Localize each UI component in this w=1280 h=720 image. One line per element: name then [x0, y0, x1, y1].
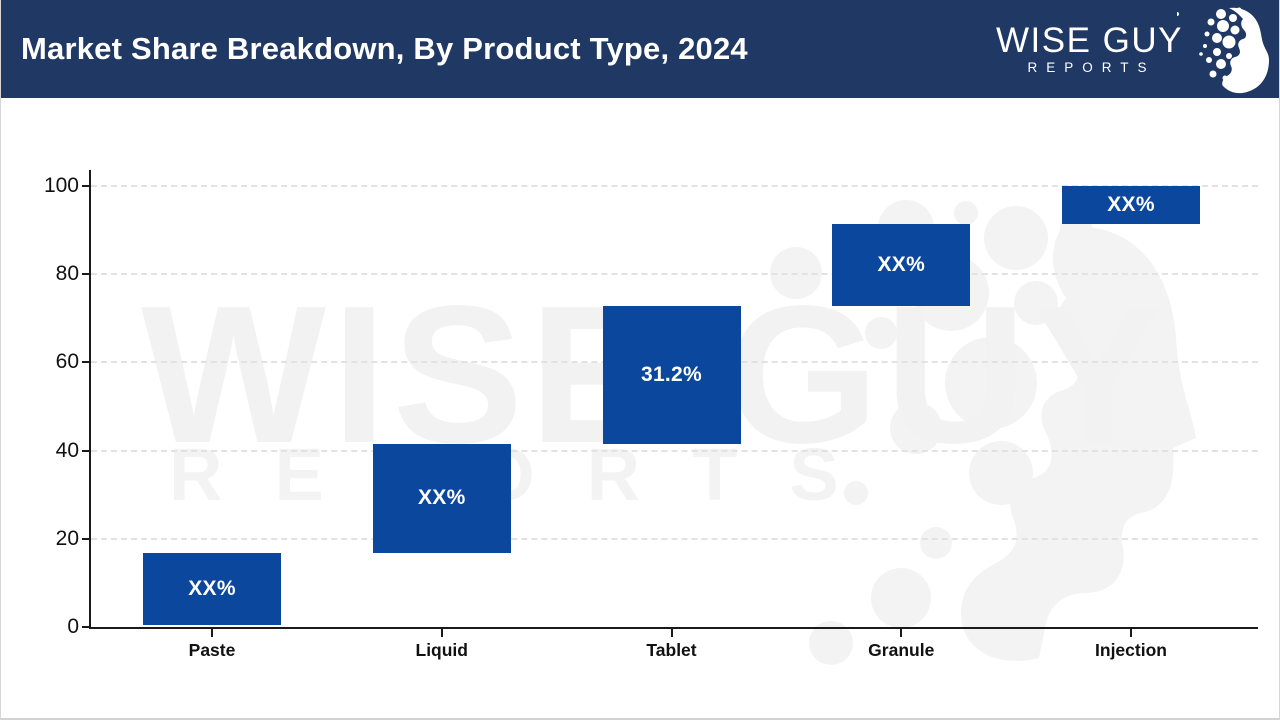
x-tick-liquid	[440, 629, 443, 637]
y-tick-40	[82, 449, 90, 452]
y-tick-60	[82, 361, 90, 364]
gridline-40	[91, 449, 1258, 452]
bar-value-label-granule: XX%	[877, 252, 926, 276]
x-tick-label-granule: Granule	[868, 640, 935, 660]
page-title: Market Share Breakdown, By Product Type,…	[21, 31, 748, 66]
bar-value-label-injection: XX%	[1107, 192, 1155, 216]
logo-wordmark: WISE GUY	[995, 21, 1183, 60]
bar-paste: XX%	[143, 553, 281, 625]
y-tick-label-60: 60	[55, 350, 79, 374]
bar-granule: XX%	[832, 223, 971, 306]
bar-value-label-tablet: 31.2%	[640, 362, 703, 386]
brand-logo: WISE GUY REPORTS	[996, 2, 1273, 96]
bar-value-label-liquid: XX%	[417, 486, 466, 510]
y-tick-0	[82, 626, 90, 628]
y-tick-label-40: 40	[55, 438, 79, 462]
logo-subtitle: REPORTS	[1027, 60, 1156, 75]
x-tick-label-tablet: Tablet	[646, 640, 697, 660]
y-tick-label-0: 0	[67, 615, 79, 638]
y-axis-line	[89, 170, 91, 629]
y-tick-label-20: 20	[55, 526, 79, 550]
wiseguy-head-icon	[1177, 7, 1269, 94]
y-tick-20	[82, 537, 90, 540]
gridline-20	[91, 537, 1258, 540]
x-tick-injection	[1130, 629, 1132, 637]
x-tick-tablet	[670, 629, 673, 637]
bar-value-label-paste: XX%	[188, 577, 236, 601]
y-tick-label-80: 80	[55, 262, 79, 286]
x-tick-paste	[211, 629, 213, 637]
x-tick-granule	[900, 629, 903, 637]
bar-injection: XX%	[1062, 186, 1200, 224]
bar-liquid: XX%	[372, 443, 511, 554]
y-tick-label-100: 100	[43, 174, 79, 197]
x-tick-label-liquid: Liquid	[415, 640, 468, 660]
gridline-80	[91, 273, 1258, 276]
logo-text: WISE GUY REPORTS	[996, 23, 1183, 75]
y-tick-100	[82, 185, 90, 187]
bar-tablet: 31.2%	[602, 305, 741, 444]
x-tick-label-injection: Injection	[1095, 640, 1167, 660]
x-tick-label-paste: Paste	[188, 640, 236, 660]
y-tick-80	[82, 273, 90, 276]
x-axis-line	[89, 627, 1258, 629]
watermark-subtitle: REPORTS	[169, 433, 891, 516]
gridline-100	[91, 185, 1258, 187]
header-bar: Market Share Breakdown, By Product Type,…	[1, 0, 1279, 98]
